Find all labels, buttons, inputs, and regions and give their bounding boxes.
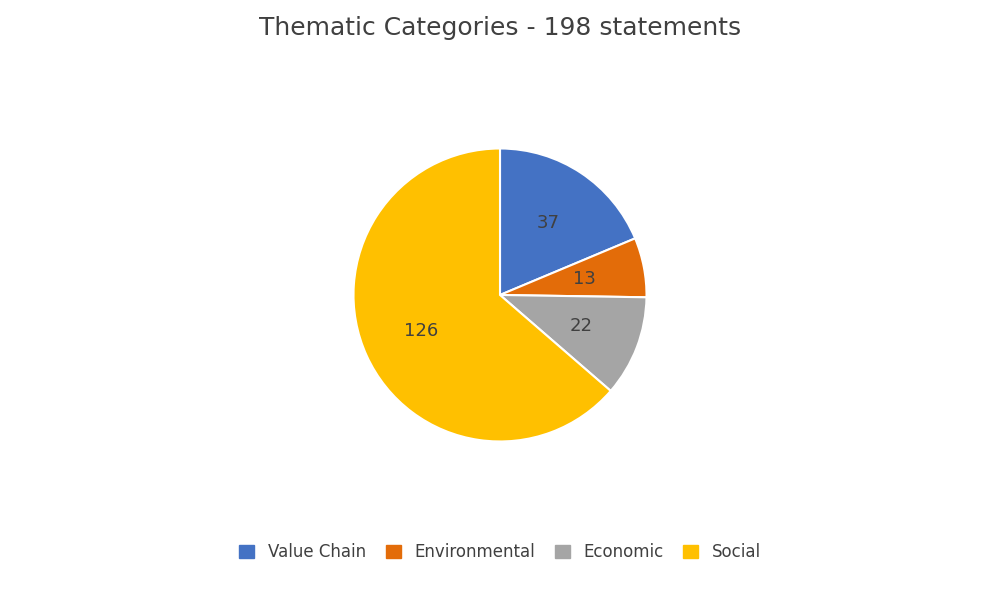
Text: 37: 37	[536, 214, 559, 232]
Wedge shape	[500, 149, 635, 295]
Title: Thematic Categories - 198 statements: Thematic Categories - 198 statements	[259, 16, 741, 40]
Wedge shape	[500, 295, 646, 391]
Text: 13: 13	[573, 270, 596, 288]
Legend: Value Chain, Environmental, Economic, Social: Value Chain, Environmental, Economic, So…	[231, 535, 769, 569]
Wedge shape	[353, 149, 611, 441]
Wedge shape	[500, 238, 647, 297]
Text: 126: 126	[404, 322, 439, 340]
Text: 22: 22	[569, 317, 592, 335]
